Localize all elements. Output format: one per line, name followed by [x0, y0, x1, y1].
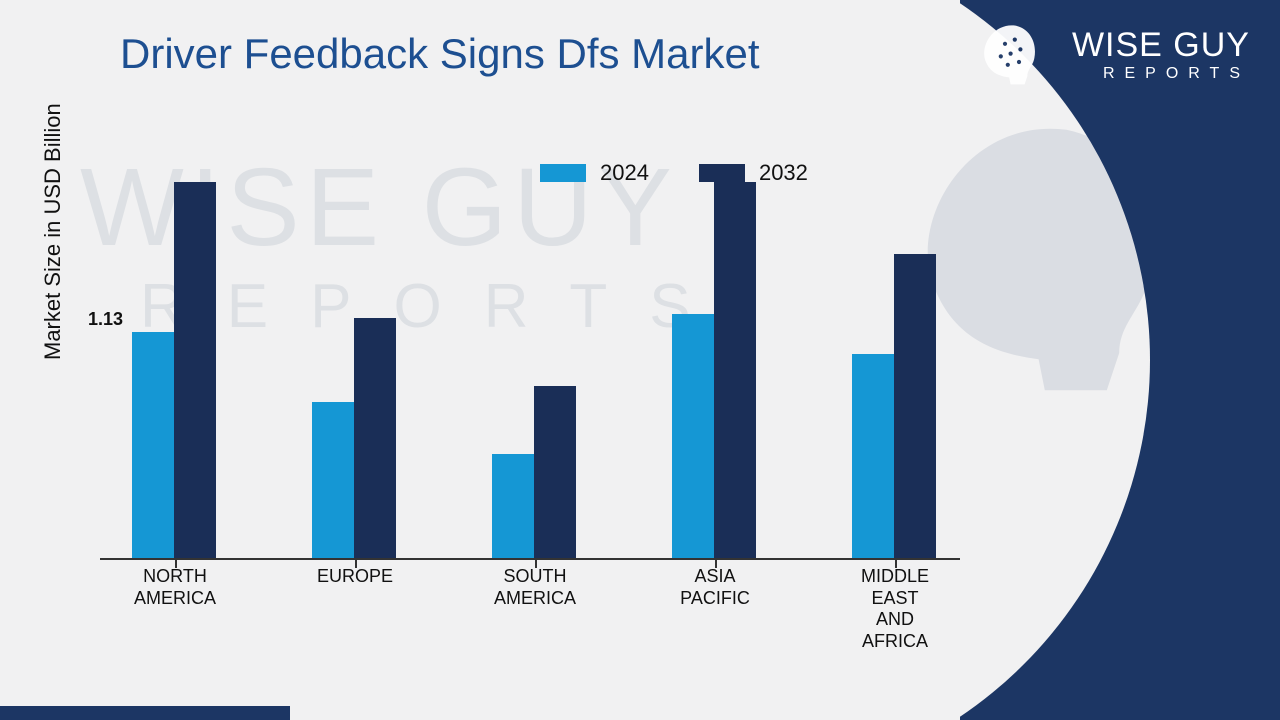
brand-line-1: WISE GUY [1072, 28, 1250, 62]
category-label: MIDDLEEASTANDAFRICA [830, 566, 960, 652]
bar-group [470, 160, 600, 560]
bar-2024 [312, 402, 354, 558]
chart-title: Driver Feedback Signs Dfs Market [120, 30, 760, 78]
bar-group [650, 160, 780, 560]
bar-2024 [672, 314, 714, 558]
bar-2024 [132, 332, 174, 558]
bar-2032 [534, 386, 576, 558]
category-label: SOUTHAMERICA [470, 566, 600, 609]
bar-2024 [492, 454, 534, 558]
brand-head-icon [970, 20, 1040, 90]
bottom-accent-bar [0, 706, 290, 720]
bar-group [830, 160, 960, 560]
bar-value-label: 1.13 [88, 309, 123, 330]
x-axis-labels: NORTHAMERICA EUROPE SOUTHAMERICA ASIAPACIFI… [100, 562, 960, 682]
bar-group [290, 160, 420, 560]
bar-2032 [354, 318, 396, 558]
y-axis-label: Market Size in USD Billion [40, 103, 66, 360]
bar-2032 [174, 182, 216, 558]
category-label: NORTHAMERICA [110, 566, 240, 609]
bar-chart: 1.13 [100, 160, 960, 560]
bar-2032 [714, 182, 756, 558]
category-label: EUROPE [290, 566, 420, 588]
bar-group: 1.13 [110, 160, 240, 560]
bar-2024 [852, 354, 894, 558]
category-label: ASIAPACIFIC [650, 566, 780, 609]
brand-logo-text: WISE GUY REPORTS [1072, 28, 1250, 82]
bar-2032 [894, 254, 936, 558]
brand-line-2: REPORTS [1072, 66, 1250, 82]
